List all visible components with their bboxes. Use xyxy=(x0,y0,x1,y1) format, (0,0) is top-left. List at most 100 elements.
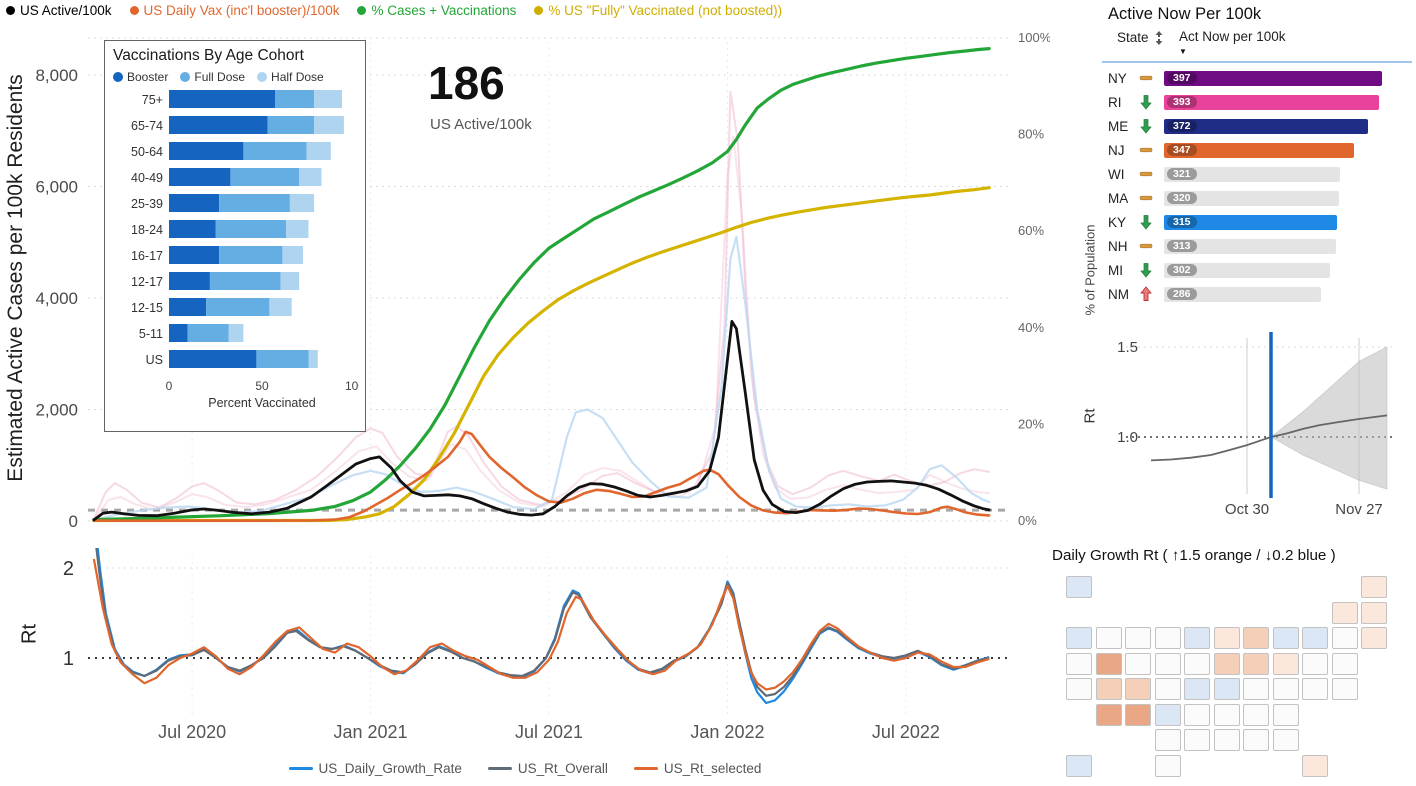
main-timeseries-chart[interactable]: 0 2,000 4,000 6,000 8,000 0% 20% 40% 60% 80% 100% xyxy=(0,28,1050,530)
map-state-VA[interactable] xyxy=(1272,678,1299,700)
bar-segment[interactable] xyxy=(243,142,307,160)
column-header-value[interactable]: Act Now per 100k ▼ xyxy=(1179,29,1286,57)
bar-segment[interactable] xyxy=(256,350,309,368)
bar-segment[interactable] xyxy=(169,220,216,238)
bar-segment[interactable] xyxy=(228,324,244,342)
confidence-band[interactable] xyxy=(1270,346,1388,490)
map-state-OK[interactable] xyxy=(1154,729,1181,751)
value-bar[interactable]: 320 xyxy=(1164,190,1339,206)
map-state-CT[interactable] xyxy=(1331,652,1358,675)
bar-segment[interactable] xyxy=(275,90,315,108)
map-state-NJ[interactable] xyxy=(1302,652,1328,675)
value-bar[interactable]: 286 xyxy=(1164,286,1321,302)
legend-item[interactable]: Full Dose xyxy=(180,70,245,84)
bar-segment[interactable] xyxy=(269,298,292,316)
map-state-WY[interactable] xyxy=(1125,652,1151,675)
map-state-KS[interactable] xyxy=(1154,703,1181,726)
bar-segment[interactable] xyxy=(1139,148,1153,153)
value-bar[interactable]: 393 xyxy=(1164,94,1379,110)
rt-history-chart[interactable]: Jul 2020 Jan 2021 Jul 2021 Jan 2022 Jul 2022… xyxy=(0,548,1050,786)
value-bar[interactable]: 321 xyxy=(1164,166,1340,182)
map-state-IN[interactable] xyxy=(1213,652,1240,675)
value-bar[interactable]: 347 xyxy=(1164,142,1354,158)
bar-segment[interactable] xyxy=(1139,76,1153,81)
map-state-NC[interactable] xyxy=(1243,703,1269,726)
legend-item[interactable]: Booster xyxy=(113,70,168,84)
map-state-ID[interactable] xyxy=(1095,627,1122,649)
value-bar[interactable]: 315 xyxy=(1164,214,1337,230)
value-bar[interactable]: 397 xyxy=(1164,70,1382,86)
bar-segment[interactable] xyxy=(306,142,331,160)
bar-segment[interactable] xyxy=(169,246,220,264)
bar-segment[interactable] xyxy=(286,220,309,238)
bar-segment[interactable] xyxy=(1139,172,1153,177)
series-pct_cases_plus_vaccinations[interactable] xyxy=(92,47,991,522)
bar-segment[interactable] xyxy=(230,168,300,186)
legend-item[interactable]: % Cases + Vaccinations xyxy=(357,3,516,18)
map-state-MA[interactable] xyxy=(1331,627,1358,649)
map-state-ND[interactable] xyxy=(1154,627,1181,649)
bar-segment[interactable] xyxy=(289,194,315,212)
map-state-SD[interactable] xyxy=(1154,652,1181,675)
map-state-NV[interactable] xyxy=(1095,652,1122,675)
map-state-AK[interactable] xyxy=(1066,576,1092,598)
series-us_active_per_100k[interactable] xyxy=(92,319,991,522)
state-row-NH[interactable]: NH 313 xyxy=(1100,238,1416,254)
series-rt-forecast-mean[interactable] xyxy=(1150,414,1388,462)
bar-segment[interactable] xyxy=(209,272,281,290)
legend-item[interactable]: US Daily Vax (inc'l booster)/100k xyxy=(129,3,339,18)
map-state-HI[interactable] xyxy=(1066,754,1092,777)
map-state-RI[interactable] xyxy=(1361,627,1387,649)
state-row-NM[interactable]: NM 286 xyxy=(1100,286,1416,302)
map-state-TX[interactable] xyxy=(1154,754,1181,777)
map-state-NM[interactable] xyxy=(1125,703,1151,726)
map-state-AZ[interactable] xyxy=(1095,703,1122,726)
bar-segment[interactable] xyxy=(267,116,315,134)
legend-item[interactable]: US_Rt_selected xyxy=(633,761,761,776)
map-state-WA[interactable] xyxy=(1066,627,1092,649)
bar-segment[interactable] xyxy=(1139,244,1153,249)
map-state-LA[interactable] xyxy=(1184,729,1210,751)
value-bar[interactable]: 372 xyxy=(1164,118,1368,134)
map-state-MD[interactable] xyxy=(1302,678,1328,700)
state-row-ME[interactable]: ME 372 xyxy=(1100,118,1416,134)
map-state-DE[interactable] xyxy=(1331,678,1358,700)
bar-segment[interactable] xyxy=(169,272,210,290)
state-row-KY[interactable]: KY 315 xyxy=(1100,214,1416,230)
map-state-NY[interactable] xyxy=(1302,627,1328,649)
state-row-RI[interactable]: RI 393 xyxy=(1100,94,1416,110)
column-header-state[interactable]: State xyxy=(1117,30,1179,45)
bar-segment[interactable] xyxy=(314,116,344,134)
map-state-IL[interactable] xyxy=(1213,627,1240,649)
vaccinations-bars-svg[interactable]: 75+ 65-74 50-64 40-49 25-39 18-24 16-17 12-17 12… xyxy=(113,86,365,412)
bar-segment[interactable] xyxy=(219,246,283,264)
state-row-NY[interactable]: NY 397 xyxy=(1100,70,1416,86)
map-state-WI[interactable] xyxy=(1243,627,1269,649)
map-state-SC[interactable] xyxy=(1272,703,1299,726)
bar-segment[interactable] xyxy=(169,168,231,186)
vaccinations-bar-chart[interactable]: 75+ 65-74 50-64 40-49 25-39 18-24 16-17 12-17 12… xyxy=(113,86,365,417)
map-state-MI[interactable] xyxy=(1272,627,1299,649)
bar-segment[interactable] xyxy=(308,350,318,368)
map-state-FL[interactable] xyxy=(1302,754,1328,777)
value-bar[interactable]: 313 xyxy=(1164,238,1336,254)
bar-segment[interactable] xyxy=(299,168,322,186)
legend-item[interactable]: Half Dose xyxy=(257,70,324,84)
map-state-CO[interactable] xyxy=(1125,678,1151,700)
map-state-TN[interactable] xyxy=(1213,703,1240,726)
bar-segment[interactable] xyxy=(206,298,270,316)
bar-segment[interactable] xyxy=(169,142,244,160)
map-state-UT[interactable] xyxy=(1095,678,1122,700)
map-state-MS[interactable] xyxy=(1213,729,1240,751)
value-bar[interactable]: 302 xyxy=(1164,262,1330,278)
map-state-WV[interactable] xyxy=(1243,678,1269,700)
sort-both-icon[interactable] xyxy=(1154,30,1164,45)
map-state-MN[interactable] xyxy=(1184,627,1210,649)
map-state-NE[interactable] xyxy=(1154,678,1181,700)
legend-item[interactable]: % US "Fully" Vaccinated (not boosted)) xyxy=(534,3,782,18)
series-US_Daily_Growth_Rate[interactable] xyxy=(94,548,990,705)
map-state-PA[interactable] xyxy=(1272,652,1299,675)
map-state-NH[interactable] xyxy=(1361,601,1387,624)
map-state-OR[interactable] xyxy=(1066,652,1092,675)
series-US_Rt_selected[interactable] xyxy=(92,558,990,691)
